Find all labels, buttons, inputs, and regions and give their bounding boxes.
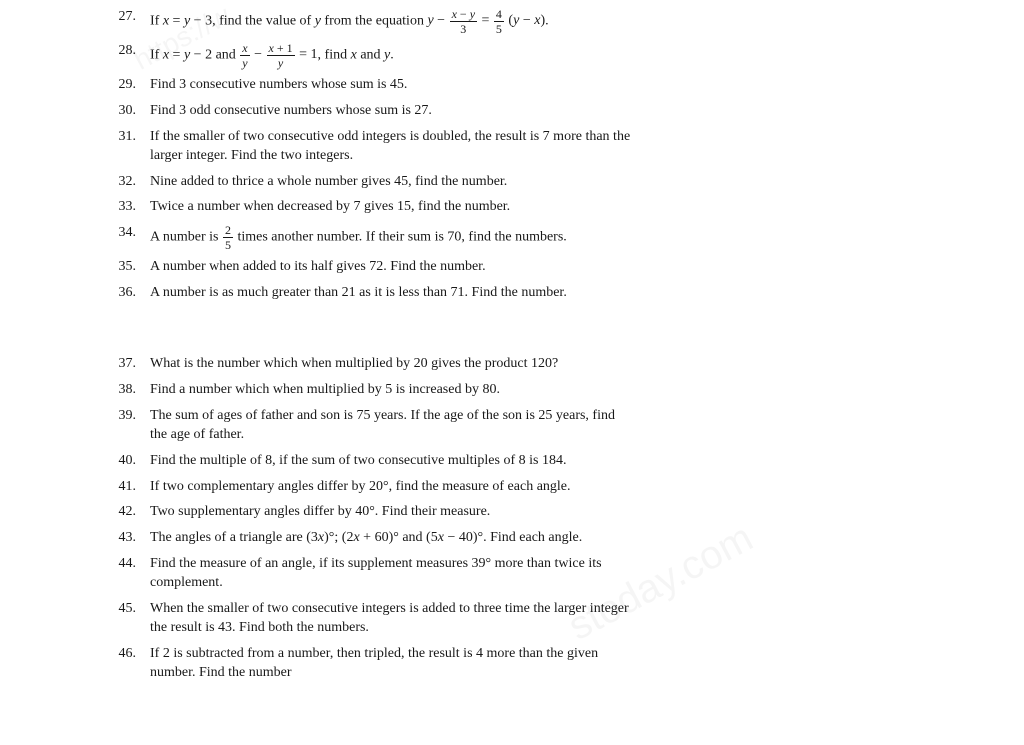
question-number: 41. [96,478,150,497]
question-text: If the smaller of two consecutive odd in… [150,128,914,166]
worksheet-page: https://w stoday.com 27.If x = y − 3, fi… [0,0,1024,745]
question-text: Find the measure of an angle, if its sup… [150,555,914,593]
question-text: The sum of ages of father and son is 75 … [150,407,914,445]
question-item: 44.Find the measure of an angle, if its … [96,555,914,593]
question-text: If two complementary angles differ by 20… [150,478,914,497]
question-number: 37. [96,355,150,374]
question-item: 34.A number is 25 times another number. … [96,224,914,251]
question-number: 42. [96,503,150,522]
question-item: 46.If 2 is subtracted from a number, the… [96,645,914,683]
question-text: What is the number which when multiplied… [150,355,914,374]
question-item: 30.Find 3 odd consecutive numbers whose … [96,102,914,121]
question-text: If 2 is subtracted from a number, then t… [150,645,914,683]
question-item: 36.A number is as much greater than 21 a… [96,284,914,303]
question-item: 33.Twice a number when decreased by 7 gi… [96,198,914,217]
question-number: 45. [96,600,150,619]
question-list: 27.If x = y − 3, find the value of y fro… [96,8,914,683]
question-text: A number is 25 times another number. If … [150,224,914,251]
question-text: Find the multiple of 8, if the sum of tw… [150,452,914,471]
question-number: 39. [96,407,150,426]
question-number: 43. [96,529,150,548]
question-text: When the smaller of two consecutive inte… [150,600,914,638]
question-text: Twice a number when decreased by 7 gives… [150,198,914,217]
question-item: 32.Nine added to thrice a whole number g… [96,173,914,192]
question-number: 27. [96,8,150,27]
question-item: 37.What is the number which when multipl… [96,355,914,374]
question-number: 33. [96,198,150,217]
question-item: 40.Find the multiple of 8, if the sum of… [96,452,914,471]
question-item: 38.Find a number which when multiplied b… [96,381,914,400]
question-item: 45.When the smaller of two consecutive i… [96,600,914,638]
question-number: 46. [96,645,150,664]
question-number: 44. [96,555,150,574]
question-item: 27.If x = y − 3, find the value of y fro… [96,8,914,35]
question-number: 29. [96,76,150,95]
question-text: Two supplementary angles differ by 40°. … [150,503,914,522]
question-item: 41.If two complementary angles differ by… [96,478,914,497]
question-text: Find 3 odd consecutive numbers whose sum… [150,102,914,121]
question-number: 32. [96,173,150,192]
question-item: 42.Two supplementary angles differ by 40… [96,503,914,522]
question-text: Find 3 consecutive numbers whose sum is … [150,76,914,95]
question-text: The angles of a triangle are (3x)°; (2x … [150,529,914,548]
question-item: 29.Find 3 consecutive numbers whose sum … [96,76,914,95]
question-item: 39.The sum of ages of father and son is … [96,407,914,445]
question-text: If x = y − 2 and xy − x + 1y = 1, find x… [150,42,914,69]
question-item: 35.A number when added to its half gives… [96,258,914,277]
question-number: 34. [96,224,150,243]
question-item: 43.The angles of a triangle are (3x)°; (… [96,529,914,548]
question-text: Find a number which when multiplied by 5… [150,381,914,400]
question-number: 36. [96,284,150,303]
question-number: 35. [96,258,150,277]
question-number: 28. [96,42,150,61]
question-text: A number when added to its half gives 72… [150,258,914,277]
question-number: 30. [96,102,150,121]
question-number: 38. [96,381,150,400]
question-text: A number is as much greater than 21 as i… [150,284,914,303]
question-number: 31. [96,128,150,147]
question-text: Nine added to thrice a whole number give… [150,173,914,192]
question-item: 31.If the smaller of two consecutive odd… [96,128,914,166]
question-number: 40. [96,452,150,471]
question-item: 28.If x = y − 2 and xy − x + 1y = 1, fin… [96,42,914,69]
question-text: If x = y − 3, find the value of y from t… [150,8,914,35]
